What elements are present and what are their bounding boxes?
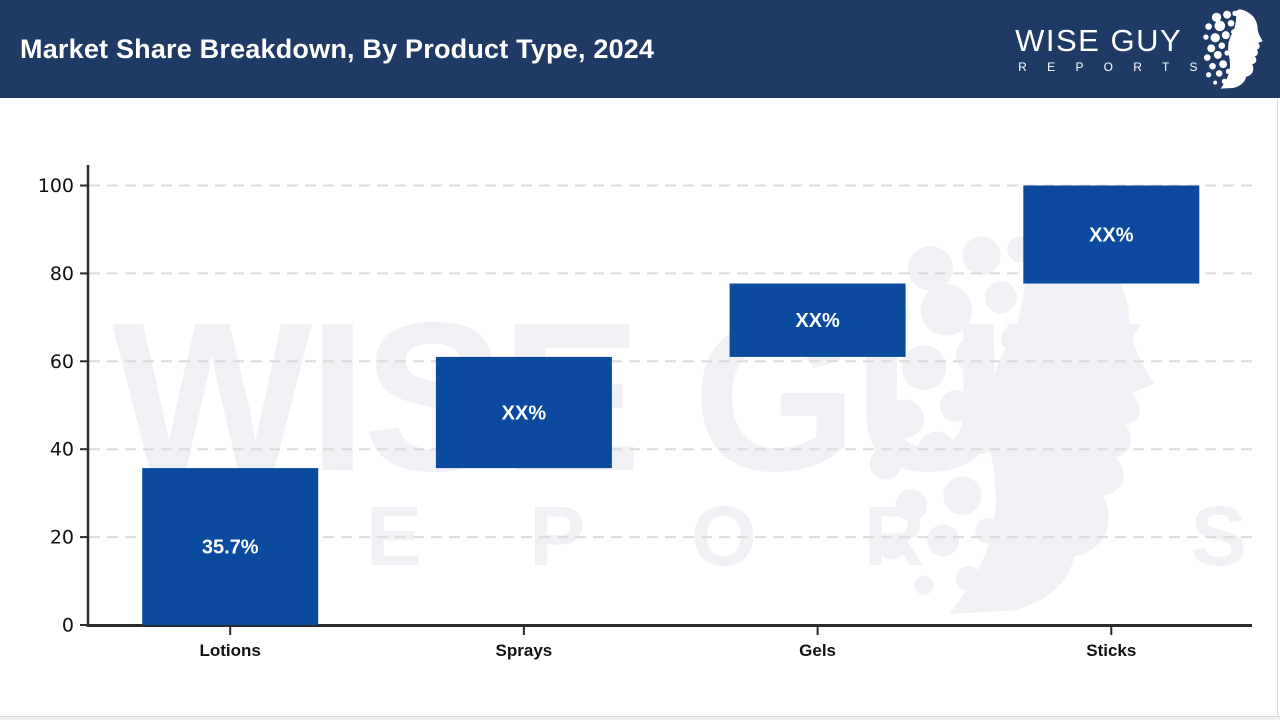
x-category-label: Sticks (1086, 641, 1136, 660)
bar-lotions (142, 468, 319, 625)
watermark-subtext: R E P O R T S (198, 489, 1280, 583)
bar-value-label: XX% (502, 403, 547, 425)
x-category-label: Gels (799, 641, 836, 660)
bar-gels (729, 283, 906, 357)
bar-sprays (435, 356, 612, 469)
logo-wordmark-line1: WISE GUY (1015, 22, 1183, 58)
bar-sticks (1023, 185, 1200, 284)
y-tick-label: 20 (50, 527, 74, 549)
header-bar: Market Share Breakdown, By Product Type,… (0, 0, 1280, 98)
y-tick-label: 0 (62, 615, 74, 637)
brand-logo: WISE GUY R E P O R T S (1015, 6, 1280, 92)
y-tick-label: 40 (50, 439, 74, 461)
x-category-label: Sprays (496, 641, 553, 660)
x-category-label: Lotions (200, 641, 261, 660)
y-tick-label: 80 (50, 263, 74, 285)
y-tick-label: 100 (38, 175, 74, 197)
y-tick-label: 60 (50, 351, 74, 373)
logo-wordmark: WISE GUY R E P O R T S (1015, 25, 1206, 74)
wiseguy-head-icon (1203, 9, 1263, 89)
bar-value-label: 35.7% (202, 537, 259, 559)
window-bottom-fill (0, 717, 1280, 720)
logo-wordmark-line2: R E P O R T S (1018, 59, 1206, 74)
bar-value-label: XX% (1089, 225, 1134, 247)
bar-value-label: XX% (795, 310, 840, 332)
page-title: Market Share Breakdown, By Product Type,… (20, 33, 655, 64)
